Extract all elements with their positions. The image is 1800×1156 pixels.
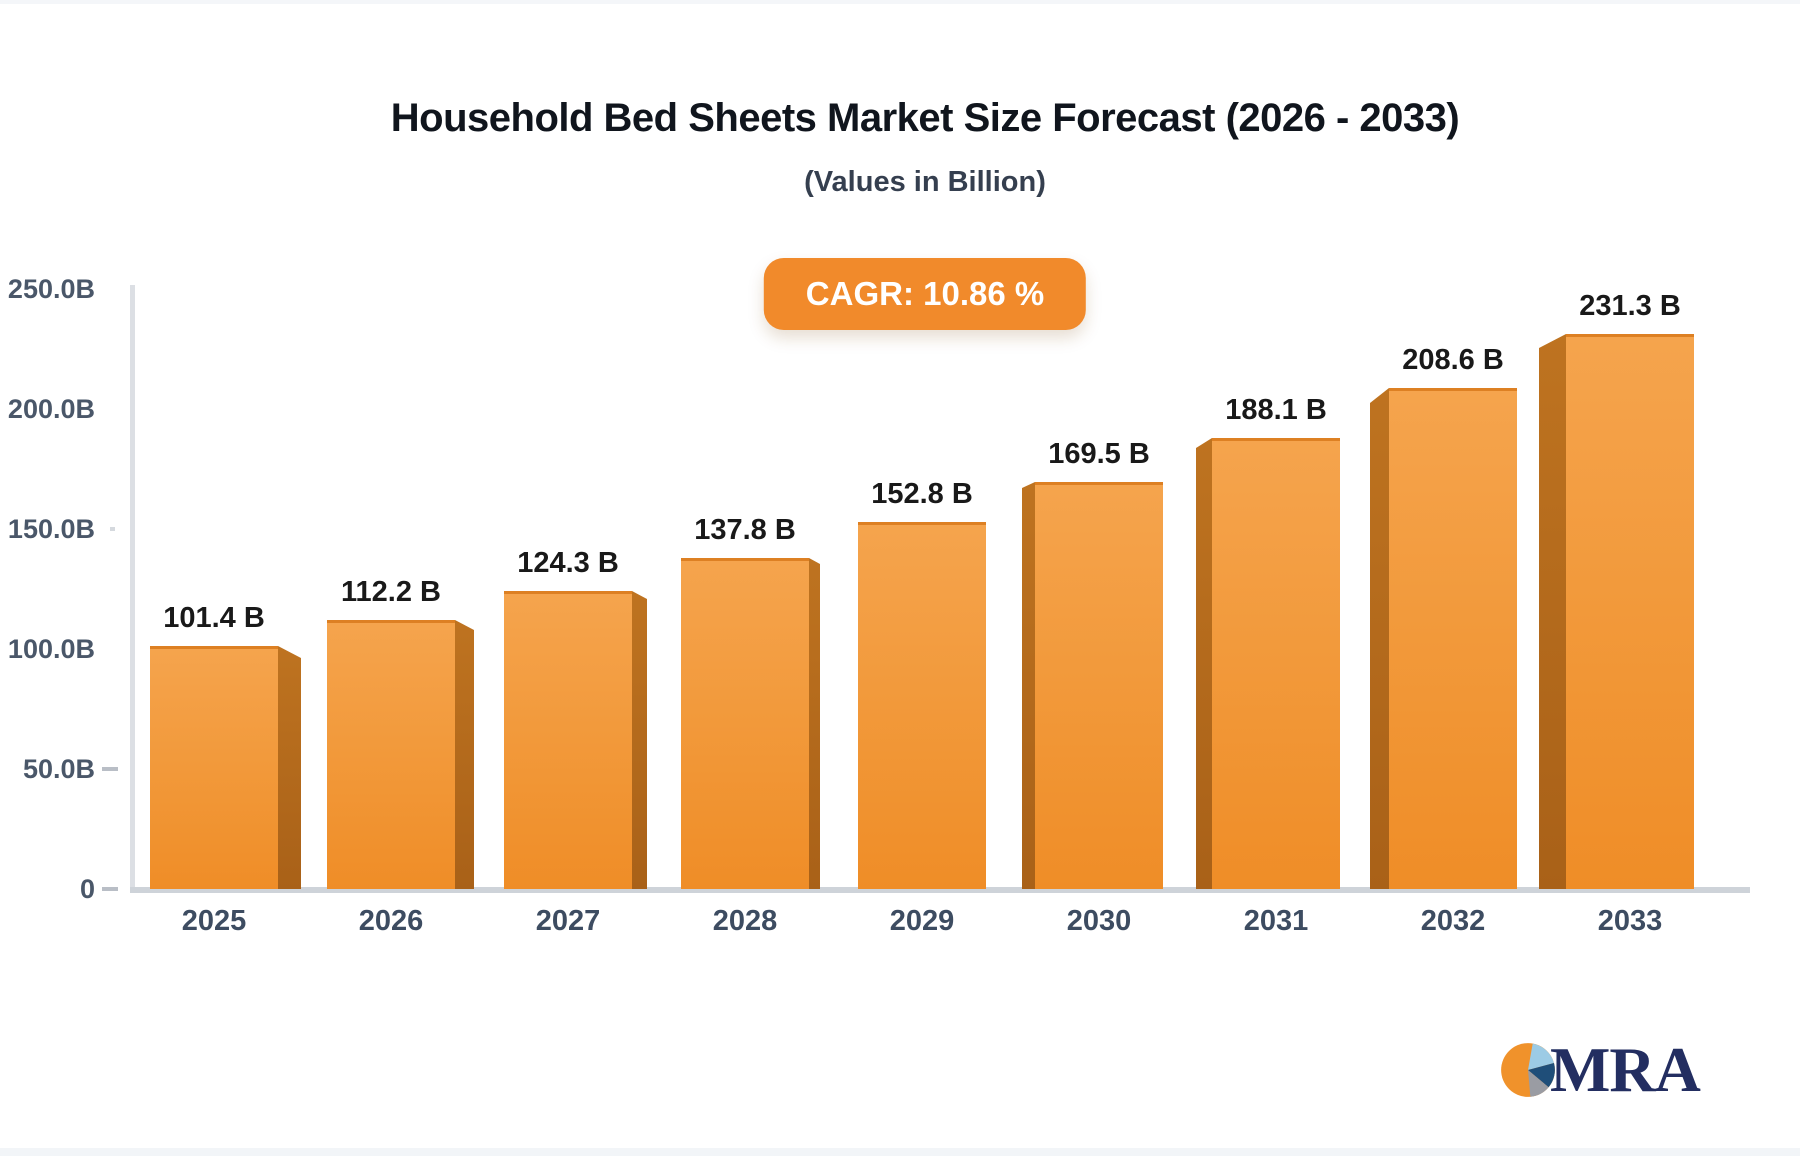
bar-3d-side-panel (1539, 334, 1566, 889)
x-axis-label-2029: 2029 (889, 905, 955, 937)
bottom-edge-strip (0, 1148, 1800, 1156)
chart-title: Household Bed Sheets Market Size Forecas… (390, 96, 1460, 140)
bar-2025 (150, 646, 301, 889)
bar-face (150, 646, 278, 889)
top-edge-strip (0, 0, 1800, 4)
bar-face (1389, 388, 1517, 889)
x-axis-label-2032: 2032 (1420, 905, 1486, 937)
bar-2026 (327, 620, 474, 889)
bar-2030 (1022, 482, 1163, 889)
x-axis-label-2028: 2028 (712, 905, 778, 937)
brand-logo: MRA (1500, 1034, 1701, 1105)
bar-value-label: 152.8 B (871, 478, 973, 510)
y-axis-tick-label: 50.0B (22, 754, 95, 784)
bar-value-label: 188.1 B (1225, 394, 1327, 426)
bar-2029 (858, 522, 986, 889)
y-axis-tick-label: 150.0B (7, 514, 95, 544)
bar-value-label: 137.8 B (694, 514, 796, 546)
bar-2027 (504, 591, 647, 889)
bar-2028 (681, 558, 820, 889)
y-axis-tick-label: 100.0B (7, 634, 95, 664)
bar-value-label: 124.3 B (517, 547, 619, 579)
bar-3d-side-panel (809, 558, 820, 889)
x-axis-label-2025: 2025 (181, 905, 247, 937)
bar-face (327, 620, 455, 889)
pie-chart-icon (1501, 1043, 1555, 1097)
y-axis-line (130, 285, 135, 893)
logo-wordmark: MRA (1550, 1034, 1701, 1105)
bar-3d-side-panel (278, 646, 301, 889)
x-axis-label-2033: 2033 (1597, 905, 1663, 937)
bar-face (681, 558, 809, 889)
bar-3d-side-panel (1196, 438, 1212, 889)
bar-2032 (1370, 388, 1517, 889)
bar-face (504, 591, 632, 889)
chart-subtitle: (Values in Billion) (804, 166, 1046, 198)
x-axis-label-2027: 2027 (535, 905, 601, 937)
bar-value-label: 231.3 B (1579, 290, 1681, 322)
bar-value-label: 112.2 B (341, 576, 441, 608)
x-axis-label-2031: 2031 (1243, 905, 1309, 937)
bar-3d-side-panel (632, 591, 647, 889)
bar-3d-side-panel (1370, 388, 1389, 889)
bar-value-label: 169.5 B (1048, 438, 1150, 470)
y-axis-tick-label: 200.0B (7, 394, 95, 424)
y-axis-tick-label: 250.0B (7, 274, 95, 304)
y-axis-tick-mark (102, 887, 118, 891)
bar-value-label: 208.6 B (1402, 344, 1504, 376)
bar-face (1212, 438, 1340, 889)
y-axis-tick-label: 0 (79, 874, 95, 904)
bar-2033 (1539, 334, 1694, 889)
y-axis-tick-mark (102, 767, 118, 771)
bar-face (858, 522, 986, 889)
bar-2031 (1196, 438, 1340, 889)
x-axis-label-2030: 2030 (1066, 905, 1132, 937)
cagr-badge: CAGR: 10.86 % (763, 258, 1087, 330)
x-axis-baseline (130, 887, 1750, 893)
bar-3d-side-panel (455, 620, 474, 889)
bar-value-label: 101.4 B (163, 602, 265, 634)
y-axis-tick-mark (110, 527, 115, 531)
bar-face (1566, 334, 1694, 889)
bar-face (1035, 482, 1163, 889)
bar-3d-side-panel (1022, 482, 1035, 889)
x-axis-label-2026: 2026 (358, 905, 424, 937)
